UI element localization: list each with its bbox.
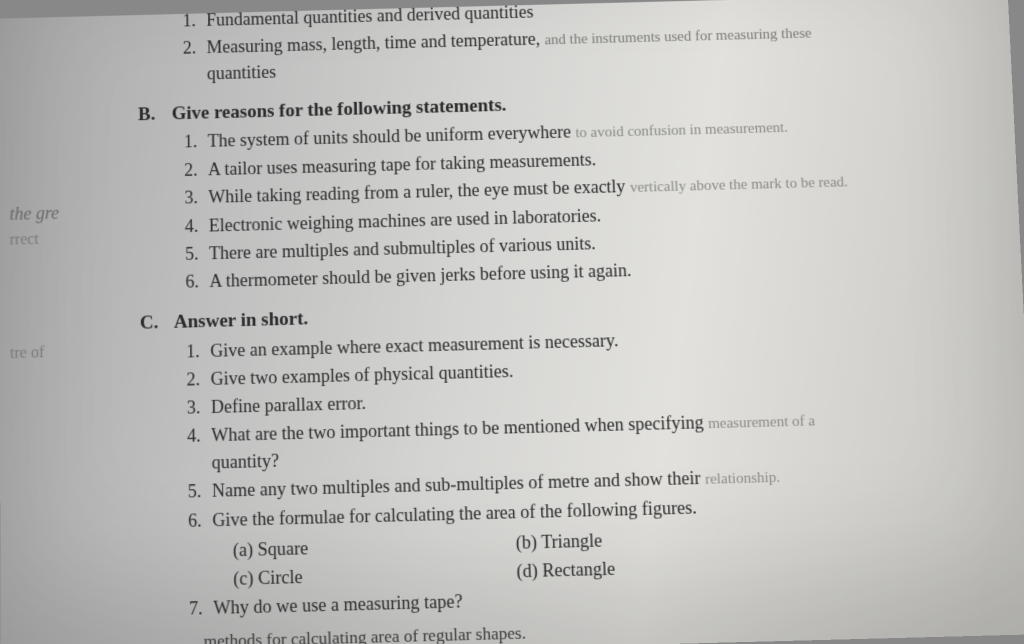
item-text-main: Measuring mass, length, time and tempera… xyxy=(206,29,544,57)
item-text: Fundamental quantities and derived quant… xyxy=(206,2,534,30)
item-text-fade: measurement of a xyxy=(708,413,816,432)
item-text: A thermometer should be given jerks befo… xyxy=(209,260,631,291)
margin-note-3: tre of xyxy=(10,344,44,363)
item-text-fade: to avoid confusion in measurement. xyxy=(575,121,788,142)
section-letter: B. xyxy=(138,101,172,129)
page: the gre rrect tre of Fundamental quantit… xyxy=(0,0,1024,644)
section-c-list: Give an example where exact measurement … xyxy=(140,317,1024,536)
item-text: Give two examples of physical quantities… xyxy=(210,361,513,389)
item-text-fade: relationship. xyxy=(705,470,781,488)
item-text-main: The system of units should be uniform ev… xyxy=(208,122,576,151)
margin-note-2: rrect xyxy=(10,231,39,250)
section-title: Answer in short. xyxy=(174,306,309,337)
item-text-fade: and the instruments used for measuring t… xyxy=(544,26,812,48)
item-text-cont: quantities xyxy=(207,62,276,83)
item-text-cont: quantity? xyxy=(211,451,279,473)
item-text-fade: vertically above the mark to be read. xyxy=(630,175,849,196)
cutoff-text: methods for calculating area of regular … xyxy=(204,623,527,644)
section-a-list: Fundamental quantities and derived quant… xyxy=(137,0,1007,88)
content-body: Fundamental quantities and derived quant… xyxy=(137,0,1024,625)
section-b-list: The system of units should be uniform ev… xyxy=(138,108,1018,296)
section-letter: C. xyxy=(140,309,174,337)
margin-note-1: the gre xyxy=(9,203,59,225)
item-text: Why do we use a measuring tape? xyxy=(213,591,462,618)
item-text: Define parallax error. xyxy=(211,393,366,417)
